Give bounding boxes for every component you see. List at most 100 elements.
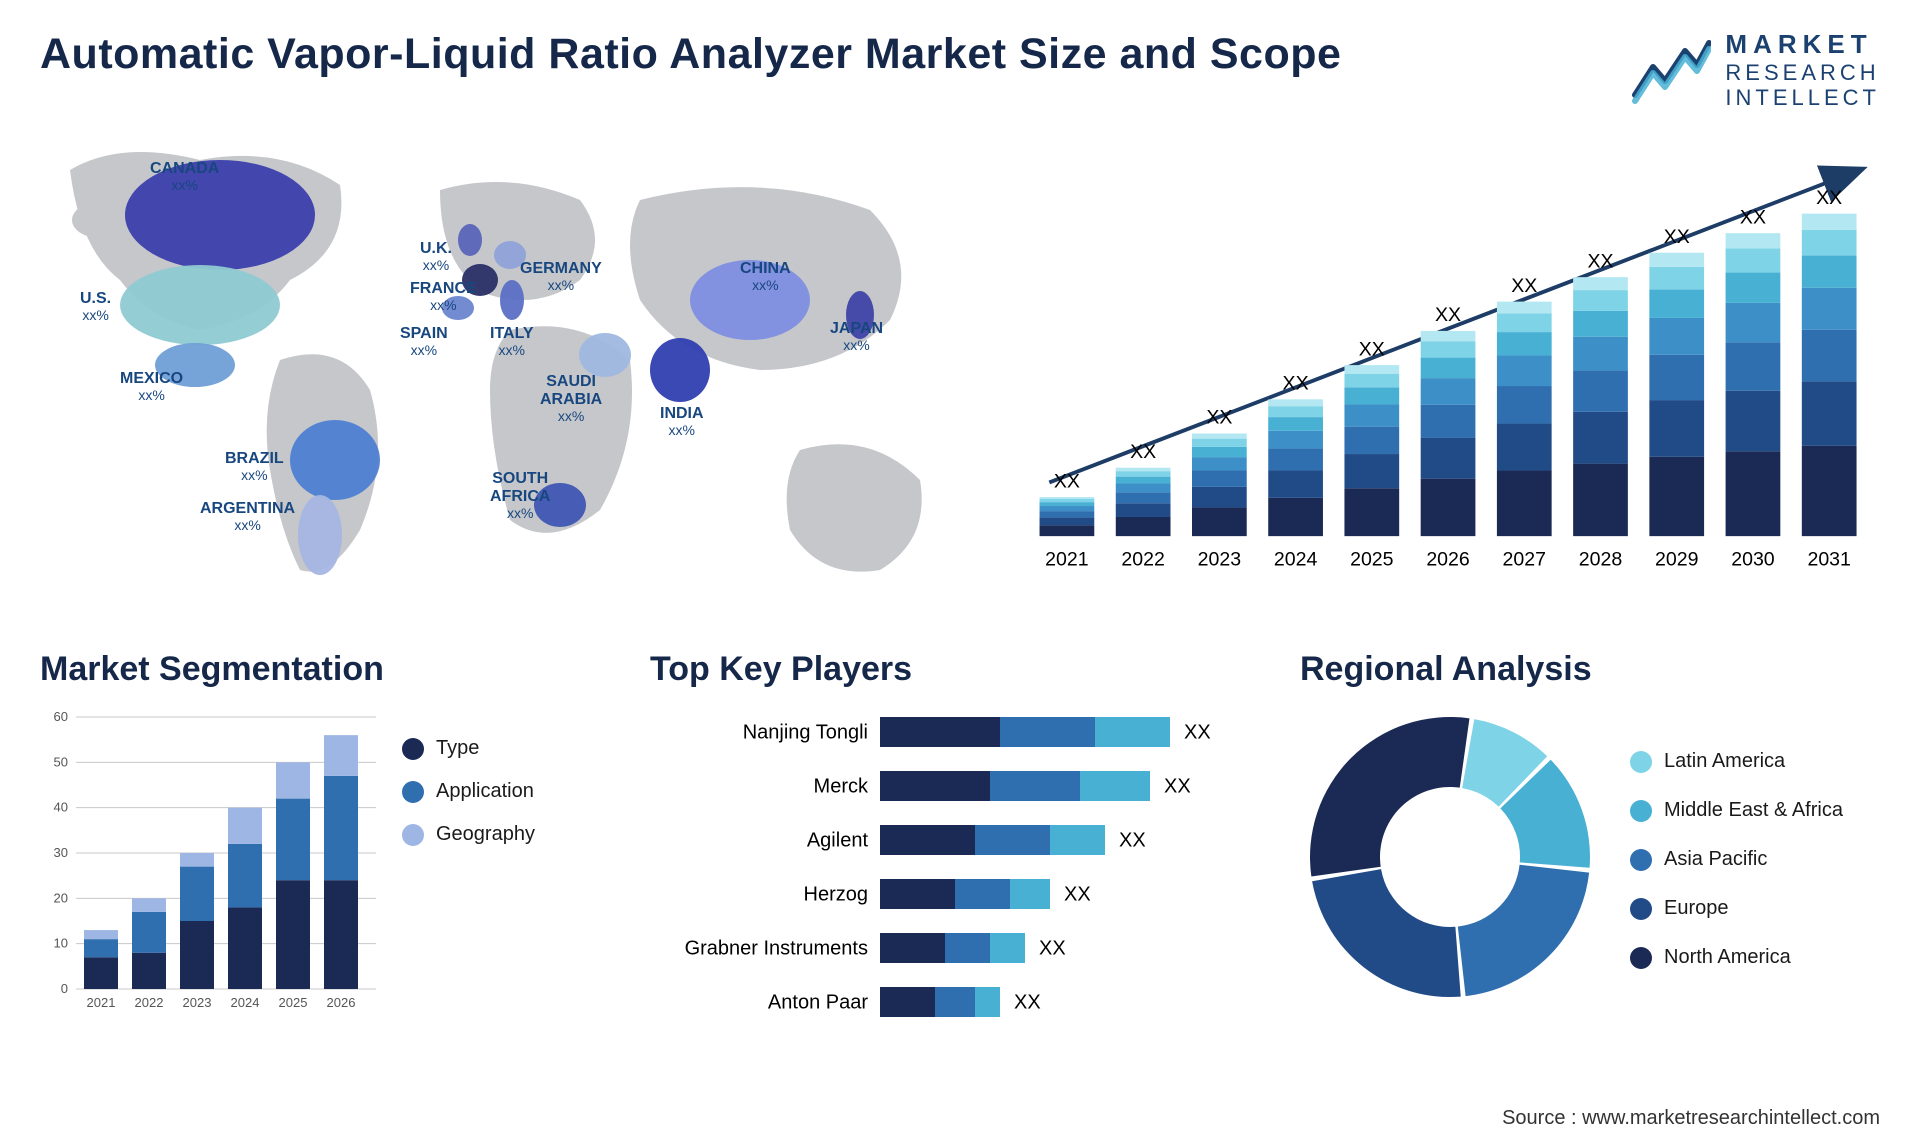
legend-dot-icon: [1630, 898, 1652, 920]
world-map-panel: CANADAxx%U.S.xx%MEXICOxx%BRAZILxx%ARGENT…: [40, 130, 990, 610]
svg-text:2025: 2025: [279, 995, 308, 1010]
svg-text:XX: XX: [1435, 305, 1461, 327]
logo-line3: INTELLECT: [1725, 85, 1880, 110]
svg-text:2027: 2027: [1503, 549, 1546, 571]
legend-label: Application: [436, 780, 534, 803]
svg-text:2025: 2025: [1350, 549, 1394, 571]
legend-dot-icon: [402, 738, 424, 760]
legend-label: Latin America: [1664, 750, 1785, 773]
svg-text:2024: 2024: [231, 995, 260, 1010]
legend-item: Europe: [1630, 897, 1843, 920]
logo-line2: RESEARCH: [1725, 60, 1880, 85]
page-title: Automatic Vapor-Liquid Ratio Analyzer Ma…: [40, 30, 1341, 79]
svg-text:2030: 2030: [1731, 549, 1775, 571]
svg-text:2026: 2026: [327, 995, 356, 1010]
svg-text:Nanjing Tongli: Nanjing Tongli: [743, 722, 868, 744]
map-label: U.K.xx%: [420, 240, 452, 273]
legend-item: North America: [1630, 946, 1843, 969]
legend-label: Type: [436, 737, 479, 760]
svg-text:2023: 2023: [1198, 549, 1241, 571]
svg-text:2031: 2031: [1807, 549, 1850, 571]
svg-text:Anton Paar: Anton Paar: [768, 992, 868, 1014]
growth-bar-chart: XX 2021 XX 2022 XX 2023 XX 2024 XX 2025 XX 2026 XX 20…: [1020, 130, 1880, 610]
legend-dot-icon: [1630, 751, 1652, 773]
map-label: JAPANxx%: [830, 320, 883, 353]
svg-text:2028: 2028: [1579, 549, 1623, 571]
segmentation-legend: Type Application Geography: [402, 707, 535, 1027]
svg-text:2024: 2024: [1274, 549, 1318, 571]
svg-text:XX: XX: [1064, 884, 1091, 906]
svg-text:2029: 2029: [1655, 549, 1698, 571]
legend-dot-icon: [1630, 800, 1652, 822]
svg-text:50: 50: [54, 755, 68, 770]
map-label: MEXICOxx%: [120, 370, 183, 403]
svg-text:20: 20: [54, 891, 68, 906]
svg-text:Agilent: Agilent: [807, 830, 869, 852]
legend-item: Asia Pacific: [1630, 848, 1843, 871]
map-label: ITALYxx%: [490, 325, 534, 358]
map-label: SPAINxx%: [400, 325, 448, 358]
svg-text:10: 10: [54, 936, 68, 951]
svg-text:XX: XX: [1664, 226, 1690, 248]
map-label: SAUDIARABIAxx%: [540, 373, 602, 424]
legend-item: Application: [402, 780, 535, 803]
svg-text:XX: XX: [1164, 776, 1191, 798]
svg-text:XX: XX: [1359, 339, 1385, 361]
svg-text:30: 30: [54, 845, 68, 860]
svg-text:Grabner Instruments: Grabner Instruments: [685, 938, 868, 960]
map-label: FRANCExx%: [410, 280, 477, 313]
svg-text:XX: XX: [1816, 187, 1842, 209]
legend-dot-icon: [402, 781, 424, 803]
svg-text:XX: XX: [1283, 373, 1309, 395]
regional-panel: Regional Analysis Latin America Middle Ea…: [1300, 650, 1880, 1070]
legend-label: Middle East & Africa: [1664, 799, 1843, 822]
legend-dot-icon: [1630, 849, 1652, 871]
legend-dot-icon: [402, 824, 424, 846]
regional-donut-chart: [1300, 707, 1600, 1007]
svg-text:XX: XX: [1206, 407, 1232, 429]
svg-text:40: 40: [54, 800, 68, 815]
map-label: BRAZILxx%: [225, 450, 284, 483]
brand-logo: MARKET RESEARCH INTELLECT: [1631, 30, 1880, 110]
svg-text:0: 0: [61, 981, 68, 996]
svg-text:XX: XX: [1587, 251, 1613, 273]
svg-text:XX: XX: [1014, 992, 1041, 1014]
players-bar-chart: Nanjing Tongli XX Merck XX Agilent XX Herzog XX…: [650, 707, 1270, 1037]
players-title: Top Key Players: [650, 650, 1270, 689]
growth-chart-panel: XX 2021 XX 2022 XX 2023 XX 2024 XX 2025 XX 2026 XX 20…: [1020, 130, 1880, 610]
logo-line1: MARKET: [1725, 30, 1880, 60]
source-text: Source : www.marketresearchintellect.com: [1502, 1107, 1880, 1130]
legend-label: North America: [1664, 946, 1791, 969]
map-label: CHINAxx%: [740, 260, 791, 293]
svg-text:Herzog: Herzog: [804, 884, 868, 906]
svg-text:Merck: Merck: [814, 776, 869, 798]
svg-text:2026: 2026: [1426, 549, 1469, 571]
map-label: SOUTHAFRICAxx%: [490, 470, 550, 521]
svg-text:XX: XX: [1740, 207, 1766, 229]
svg-text:2022: 2022: [135, 995, 164, 1010]
map-label: INDIAxx%: [660, 405, 704, 438]
svg-text:2021: 2021: [87, 995, 116, 1010]
svg-text:60: 60: [54, 709, 68, 724]
svg-text:XX: XX: [1130, 441, 1156, 463]
players-panel: Top Key Players Nanjing Tongli XX Merck XX A…: [650, 650, 1270, 1070]
segmentation-panel: Market Segmentation 0 10 20 30 40 50 60 2021 202…: [40, 650, 620, 1070]
svg-text:XX: XX: [1039, 938, 1066, 960]
svg-text:2021: 2021: [1045, 549, 1088, 571]
legend-label: Geography: [436, 823, 535, 846]
svg-text:XX: XX: [1054, 471, 1080, 493]
legend-dot-icon: [1630, 947, 1652, 969]
map-label: CANADAxx%: [150, 160, 219, 193]
legend-item: Latin America: [1630, 750, 1843, 773]
svg-text:2022: 2022: [1121, 549, 1164, 571]
svg-text:XX: XX: [1119, 830, 1146, 852]
svg-text:XX: XX: [1184, 722, 1211, 744]
regional-legend: Latin America Middle East & Africa Asia Pa…: [1630, 750, 1843, 969]
segmentation-title: Market Segmentation: [40, 650, 620, 689]
map-label: ARGENTINAxx%: [200, 500, 295, 533]
legend-label: Europe: [1664, 897, 1729, 920]
regional-title: Regional Analysis: [1300, 650, 1880, 689]
segmentation-bar-chart: 0102030405060202120222023202420252026: [40, 707, 380, 1027]
legend-item: Middle East & Africa: [1630, 799, 1843, 822]
logo-mark-icon: [1631, 35, 1711, 105]
